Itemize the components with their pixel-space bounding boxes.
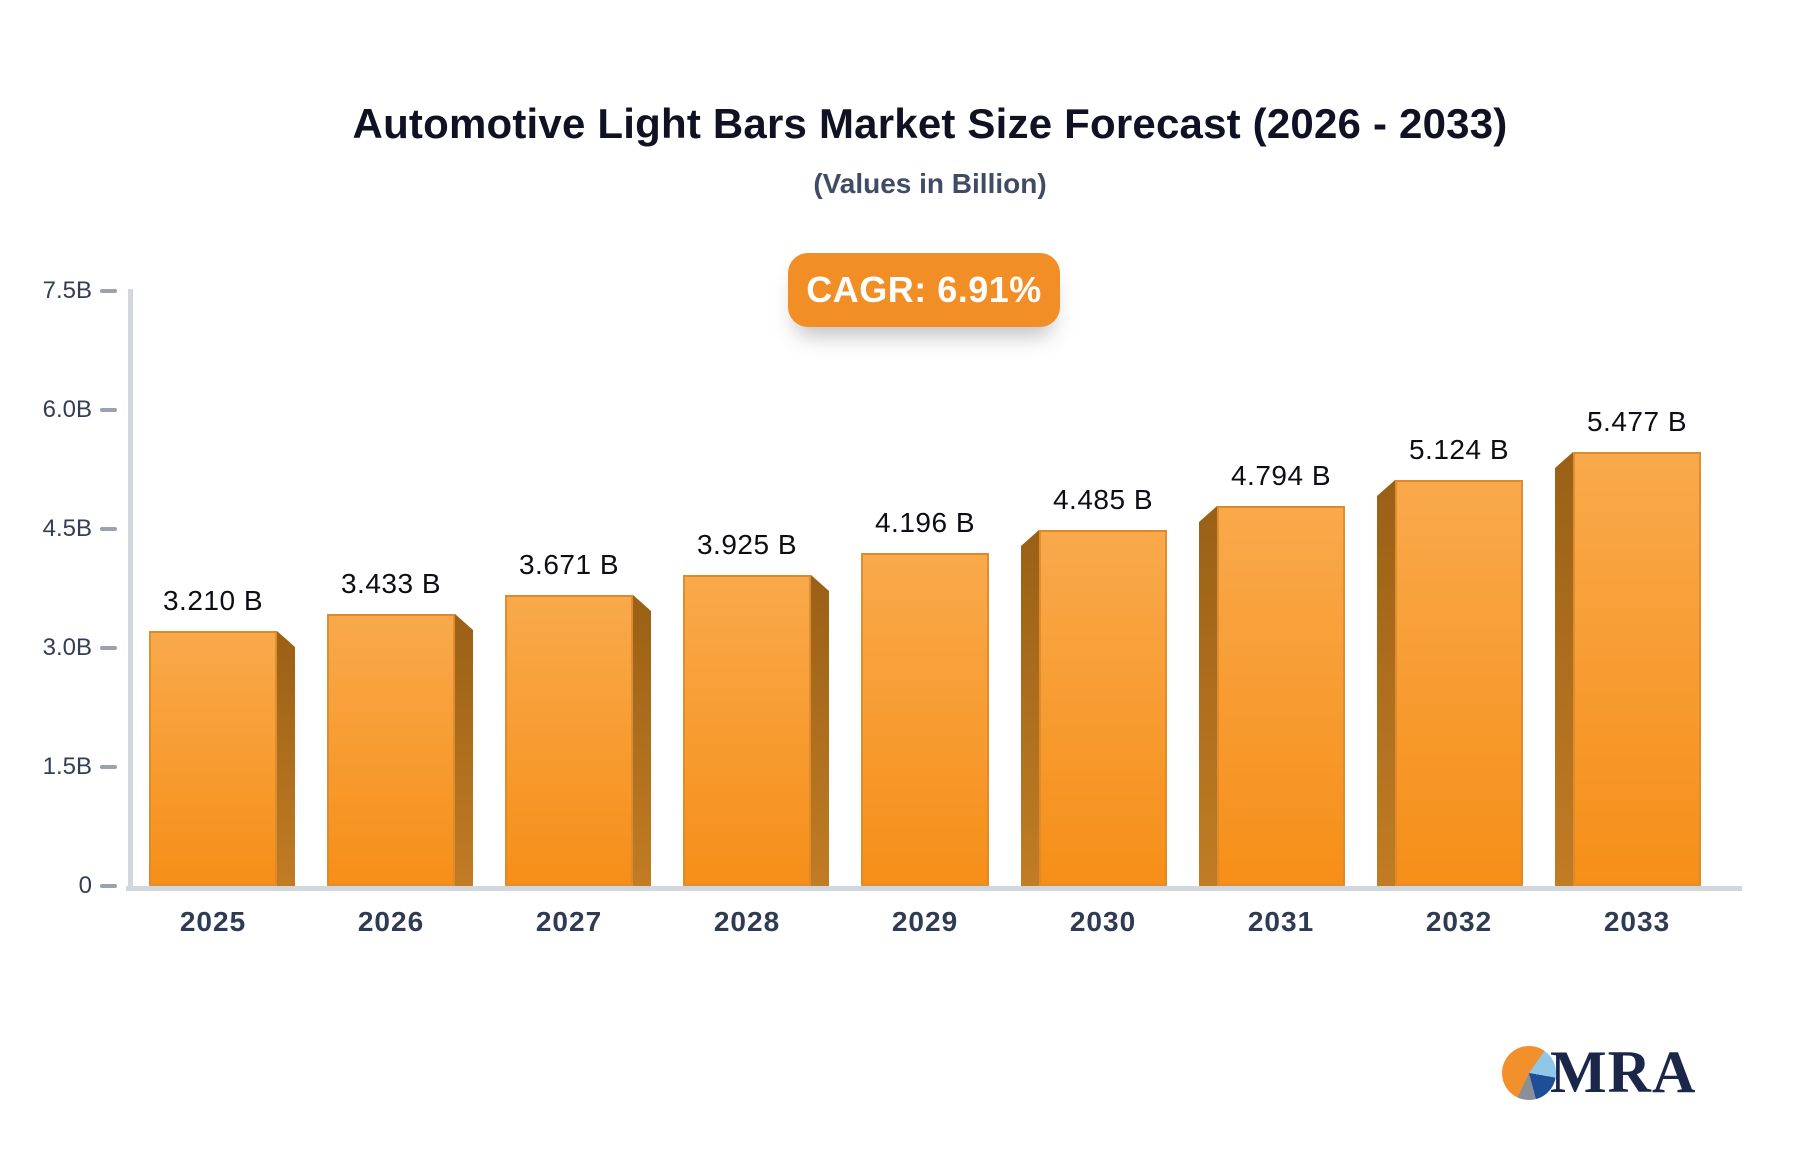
y-axis-tick-label: 1.5B <box>42 753 92 780</box>
bar-3d-side <box>455 614 473 886</box>
bar-3d-side <box>633 595 651 886</box>
bar-3d-side <box>277 631 295 886</box>
x-axis-label-2031: 2031 <box>1247 906 1315 937</box>
y-axis-tick-mark <box>100 884 117 888</box>
x-axis-label-2029: 2029 <box>891 906 959 937</box>
bar-3d-side <box>1021 530 1039 886</box>
x-axis-label-2027: 2027 <box>535 906 603 937</box>
bar-2026 <box>327 614 455 886</box>
y-axis-tick-label: 3.0B <box>42 634 92 661</box>
bar-value-label: 3.210 B <box>162 585 264 616</box>
bar-value-label: 4.485 B <box>1052 484 1154 515</box>
y-axis-tick-label: 4.5B <box>42 515 92 542</box>
x-axis-label-2033: 2033 <box>1603 906 1671 937</box>
bar-value-label: 3.925 B <box>696 529 798 560</box>
brand-logo-text: MRA <box>1550 1039 1697 1105</box>
chart-title: Automotive Light Bars Market Size Foreca… <box>352 100 1508 147</box>
y-axis-tick-mark <box>100 765 117 769</box>
bar-2033 <box>1573 452 1701 886</box>
bar-3d-side <box>1199 506 1217 886</box>
pie-chart-logo-icon <box>1502 1045 1556 1100</box>
brand-logo: MRA <box>1502 1038 1696 1107</box>
bar-value-label: 5.477 B <box>1586 406 1688 437</box>
bar-value-label: 3.433 B <box>340 568 442 599</box>
y-axis-tick-mark <box>100 289 117 293</box>
bar-2025 <box>149 631 277 886</box>
bar-3d-side <box>1377 480 1395 886</box>
x-axis-label-2032: 2032 <box>1425 906 1493 937</box>
bar-value-label: 3.671 B <box>518 549 620 580</box>
bar-2030 <box>1039 530 1167 886</box>
y-axis-tick-mark <box>100 408 117 412</box>
x-axis-label-2030: 2030 <box>1069 906 1137 937</box>
bar-value-label: 4.794 B <box>1230 460 1332 491</box>
bar-2027 <box>505 595 633 886</box>
x-axis-label-2026: 2026 <box>357 906 425 937</box>
cagr-badge-label: CAGR: 6.91% <box>806 269 1042 310</box>
cagr-badge: CAGR: 6.91% <box>788 253 1060 327</box>
y-axis-tick-label: 7.5B <box>42 277 92 304</box>
bar-2029 <box>861 553 989 886</box>
bar-2032 <box>1395 480 1523 886</box>
bar-value-label: 5.124 B <box>1408 434 1510 465</box>
y-axis-tick-mark <box>100 527 117 531</box>
x-axis-label-2025: 2025 <box>179 906 247 937</box>
bar-3d-side <box>1555 452 1573 886</box>
y-axis-tick-label: 0 <box>78 872 92 899</box>
x-axis-line <box>126 886 1742 891</box>
bar-3d-side <box>811 575 829 886</box>
bar-2031 <box>1217 506 1345 886</box>
y-axis-tick-mark <box>100 646 117 650</box>
y-axis-line <box>128 289 133 888</box>
chart-subtitle: (Values in Billion) <box>813 168 1047 199</box>
y-axis-tick-label: 6.0B <box>42 396 92 423</box>
bar-2028 <box>683 575 811 886</box>
bar-value-label: 4.196 B <box>874 507 976 538</box>
x-axis-label-2028: 2028 <box>713 906 781 937</box>
